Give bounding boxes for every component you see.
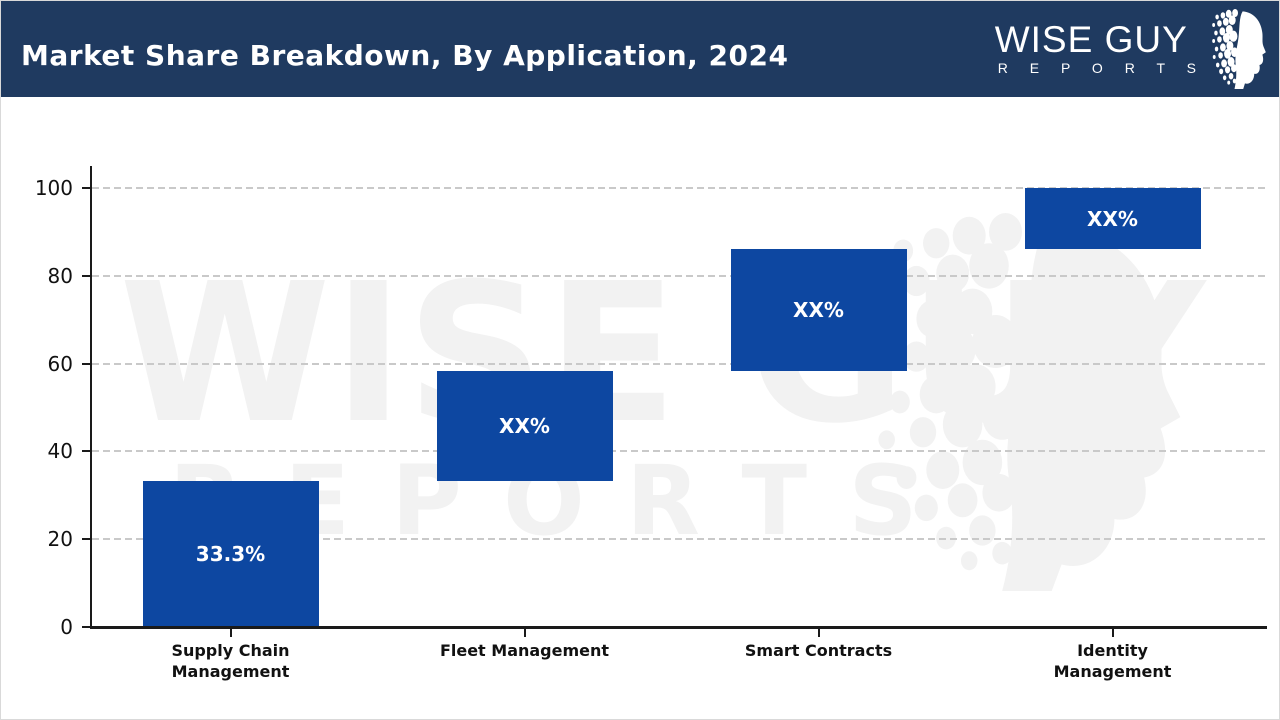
gridline-40 bbox=[92, 450, 1267, 453]
y-tick-0 bbox=[82, 626, 91, 628]
bar-fleet-management: XX% bbox=[436, 371, 613, 481]
y-tick-label-20: 20 bbox=[47, 527, 73, 552]
y-axis-line bbox=[90, 166, 92, 627]
y-tick-80 bbox=[82, 274, 91, 277]
x-axis-line bbox=[90, 626, 1267, 629]
y-tick-100 bbox=[82, 187, 91, 189]
x-axis-label-line: Smart Contracts bbox=[744, 641, 893, 660]
y-tick-label-40: 40 bbox=[47, 439, 73, 464]
x-tick-0 bbox=[229, 629, 232, 637]
y-tick-label-0: 0 bbox=[60, 615, 73, 639]
x-tick-1 bbox=[523, 629, 526, 637]
bar-value-label: 33.3% bbox=[195, 541, 266, 566]
gridline-100 bbox=[92, 187, 1267, 189]
wiseguy-face-icon bbox=[1212, 9, 1266, 89]
gridline-60 bbox=[92, 362, 1267, 365]
gridline-80 bbox=[92, 274, 1267, 277]
logo-face-dots bbox=[1212, 9, 1238, 85]
logo-subtext: R E P O R T S bbox=[997, 60, 1205, 76]
x-tick-2 bbox=[817, 629, 820, 637]
wiseguy-logo: WISE GUY R E P O R T S bbox=[995, 7, 1267, 91]
y-tick-60 bbox=[82, 362, 91, 365]
x-axis-label-line: Supply Chain bbox=[171, 641, 290, 660]
bar-value-label: XX% bbox=[499, 413, 550, 438]
x-axis-label-identity-management: Identity Management bbox=[966, 640, 1260, 682]
x-axis-label-supply-chain-management: Supply Chain Management bbox=[84, 640, 378, 682]
logo-text: WISE GUY R E P O R T S bbox=[994, 19, 1205, 76]
x-axis-label-line: Management bbox=[171, 662, 290, 681]
y-tick-label-60: 60 bbox=[47, 351, 73, 376]
x-axis-label-fleet-management: Fleet Management bbox=[378, 640, 672, 661]
x-tick-3 bbox=[1111, 629, 1114, 637]
header-bar: Market Share Breakdown, By Application, … bbox=[1, 1, 1279, 97]
x-axis-label-smart-contracts: Smart Contracts bbox=[672, 640, 966, 661]
y-tick-label-100: 100 bbox=[34, 176, 73, 200]
x-axis-label-line: Management bbox=[1053, 662, 1172, 681]
chart-title: Market Share Breakdown, By Application, … bbox=[21, 39, 789, 72]
x-axis-label-line: Identity bbox=[1077, 641, 1148, 660]
y-tick-20 bbox=[82, 538, 91, 541]
bar-smart-contracts: XX% bbox=[730, 249, 907, 372]
x-axis-label-line: Fleet Management bbox=[439, 641, 610, 660]
gridline-20 bbox=[92, 538, 1267, 541]
bar-identity-management: XX% bbox=[1024, 188, 1201, 250]
y-tick-label-80: 80 bbox=[47, 263, 73, 288]
bar-value-label: XX% bbox=[793, 298, 844, 323]
logo-wordmark: WISE GUY bbox=[994, 19, 1188, 60]
y-tick-40 bbox=[82, 450, 91, 453]
bar-supply-chain-management: 33.3% bbox=[142, 480, 319, 627]
bar-value-label: XX% bbox=[1087, 206, 1138, 231]
watermark-face-icon bbox=[875, 213, 1181, 591]
